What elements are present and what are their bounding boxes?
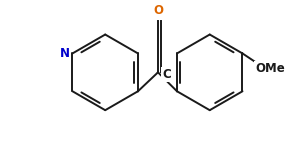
Text: O: O [153, 4, 163, 17]
Text: N: N [59, 47, 70, 60]
Text: OMe: OMe [255, 62, 285, 75]
Text: C: C [162, 68, 171, 81]
